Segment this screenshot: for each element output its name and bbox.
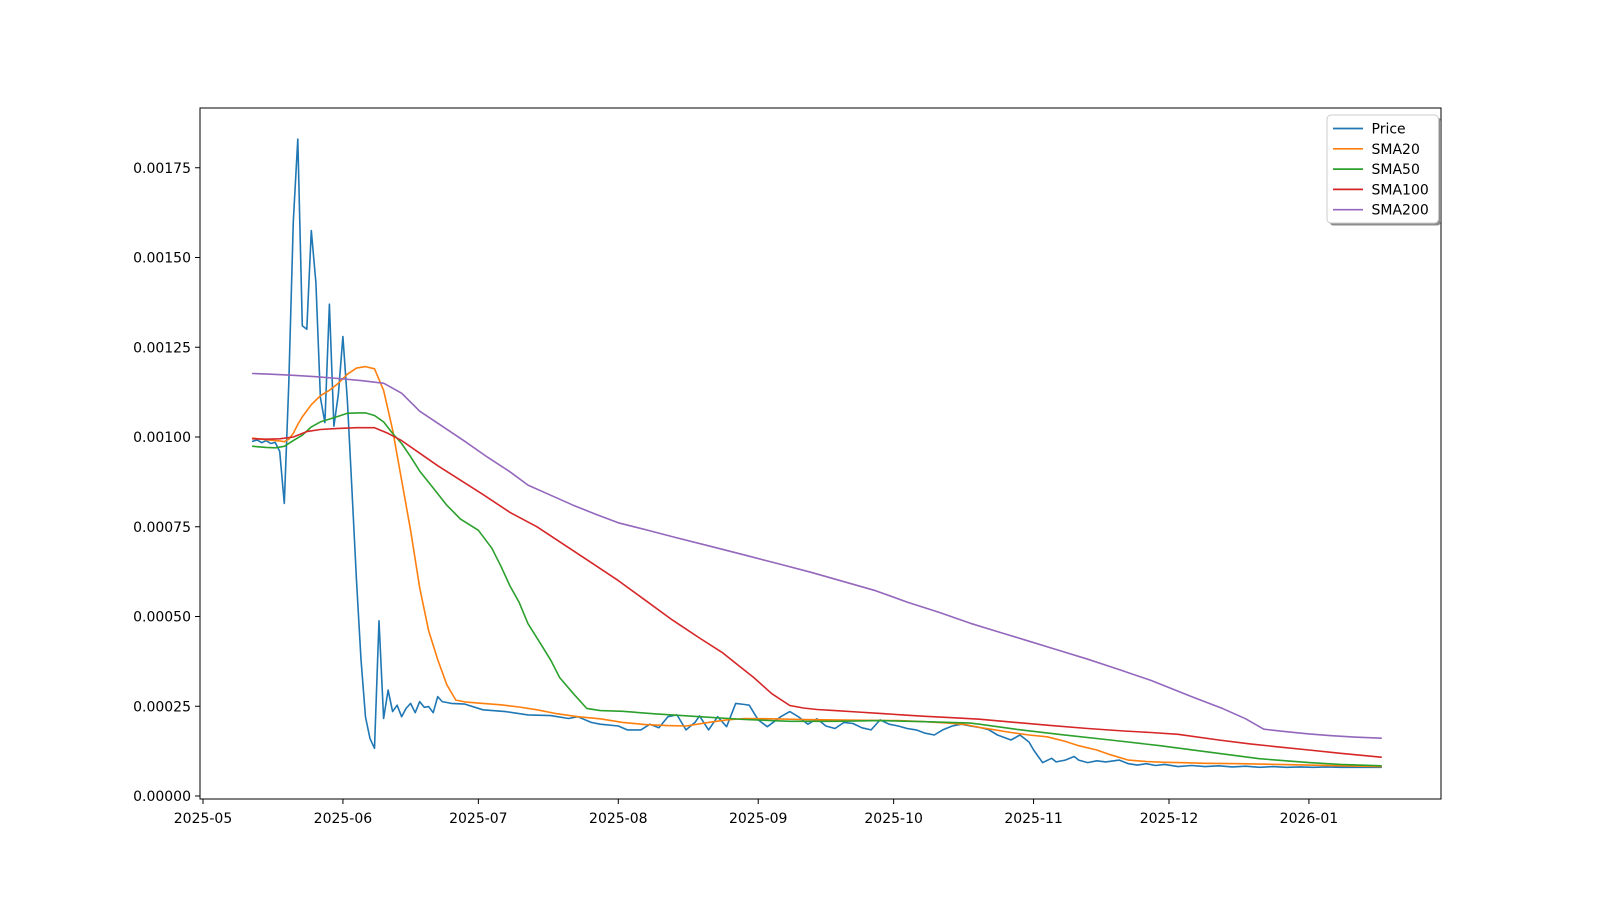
y-tick-label: 0.00075	[133, 520, 191, 536]
legend-label-sma200: SMA200	[1372, 203, 1429, 219]
legend-frame	[1326, 114, 1439, 224]
y-tick-label: 0.00025	[133, 699, 191, 715]
y-tick-label: 0.00050	[133, 610, 191, 626]
legend-label-price: Price	[1372, 122, 1406, 138]
series-line-sma100	[251, 426, 1382, 759]
y-tick-label: 0.00000	[133, 789, 191, 805]
plot-border	[199, 107, 1442, 800]
series-line-sma20	[251, 365, 1382, 768]
y-tick-label: 0.00150	[133, 251, 191, 267]
x-tick-label: 2025-05	[174, 811, 233, 827]
x-tick-label: 2025-08	[589, 811, 648, 827]
x-tick-label: 2025-12	[1140, 811, 1199, 827]
legend-label-sma100: SMA100	[1372, 182, 1429, 198]
axes: 0.00000 0.00025 0.00050 0.00075 0.00100 0.001…	[133, 107, 1442, 827]
y-tick-label: 0.00175	[133, 161, 191, 177]
legend: Price SMA20 SMA50 SMA100 SMA200	[1326, 114, 1441, 226]
series-line-sma50	[251, 412, 1382, 767]
x-tick-label: 2026-01	[1280, 811, 1339, 827]
x-tick-label: 2025-07	[449, 811, 508, 827]
y-tick-label: 0.00125	[133, 340, 191, 356]
x-tick-label: 2025-09	[729, 811, 788, 827]
y-tick-label: 0.00100	[133, 430, 191, 446]
legend-label-sma50: SMA50	[1372, 162, 1420, 178]
x-tick-label: 2025-11	[1004, 811, 1063, 827]
series-lines	[251, 138, 1382, 769]
x-tick-label: 2025-06	[314, 811, 373, 827]
series-line-sma200	[251, 372, 1382, 740]
series-line-price	[251, 138, 1382, 769]
legend-label-sma20: SMA20	[1372, 142, 1420, 158]
x-tick-label: 2025-10	[864, 811, 923, 827]
